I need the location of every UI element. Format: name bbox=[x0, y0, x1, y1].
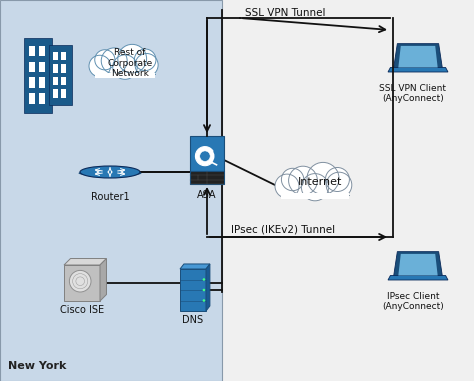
Bar bbox=[190, 171, 224, 184]
Bar bbox=[28, 46, 35, 56]
Circle shape bbox=[200, 151, 210, 162]
Bar bbox=[39, 61, 45, 72]
Polygon shape bbox=[180, 264, 210, 269]
Text: DNS: DNS bbox=[182, 315, 203, 325]
Text: SSL VPN Client
(AnyConnect): SSL VPN Client (AnyConnect) bbox=[380, 84, 447, 103]
Circle shape bbox=[135, 53, 158, 77]
Bar bbox=[282, 193, 348, 199]
Circle shape bbox=[275, 174, 299, 198]
Polygon shape bbox=[388, 275, 448, 280]
Ellipse shape bbox=[80, 166, 140, 178]
Bar bbox=[62, 51, 66, 60]
Circle shape bbox=[307, 162, 339, 194]
Circle shape bbox=[325, 168, 349, 192]
Polygon shape bbox=[398, 46, 438, 67]
Text: Rest of
Corporate
Network: Rest of Corporate Network bbox=[108, 48, 153, 78]
Bar bbox=[53, 51, 58, 60]
Polygon shape bbox=[64, 259, 107, 265]
Ellipse shape bbox=[79, 170, 142, 176]
Polygon shape bbox=[100, 259, 107, 301]
Circle shape bbox=[282, 168, 304, 191]
Bar bbox=[28, 61, 35, 72]
Text: Router1: Router1 bbox=[91, 192, 129, 202]
Circle shape bbox=[89, 55, 110, 77]
Polygon shape bbox=[393, 44, 443, 70]
Circle shape bbox=[195, 147, 214, 166]
Circle shape bbox=[301, 174, 328, 201]
Bar bbox=[53, 77, 58, 85]
Polygon shape bbox=[388, 67, 448, 72]
Circle shape bbox=[202, 299, 205, 302]
Circle shape bbox=[289, 166, 318, 195]
Circle shape bbox=[202, 289, 205, 291]
Bar bbox=[62, 77, 66, 85]
Polygon shape bbox=[398, 254, 438, 275]
Bar bbox=[62, 90, 66, 98]
Bar bbox=[53, 64, 58, 73]
Text: Internet: Internet bbox=[298, 177, 342, 187]
Circle shape bbox=[134, 49, 156, 70]
Circle shape bbox=[202, 278, 205, 281]
Bar bbox=[95, 73, 155, 78]
Circle shape bbox=[95, 50, 115, 70]
Circle shape bbox=[326, 172, 352, 198]
Text: IPsec Client
(AnyConnect): IPsec Client (AnyConnect) bbox=[382, 292, 444, 311]
Polygon shape bbox=[206, 264, 210, 311]
Bar bbox=[95, 62, 155, 78]
Bar bbox=[39, 93, 45, 104]
Bar bbox=[190, 136, 224, 171]
Circle shape bbox=[118, 44, 146, 73]
Bar bbox=[64, 265, 100, 301]
Text: New York: New York bbox=[8, 361, 66, 371]
Text: SSL VPN Tunnel: SSL VPN Tunnel bbox=[245, 8, 326, 18]
Bar bbox=[0, 0, 222, 381]
Bar bbox=[49, 45, 72, 105]
Text: ASA: ASA bbox=[197, 190, 217, 200]
Bar bbox=[39, 46, 45, 56]
Circle shape bbox=[69, 271, 91, 292]
Polygon shape bbox=[393, 251, 443, 278]
Circle shape bbox=[101, 48, 127, 74]
Bar bbox=[28, 77, 35, 88]
Bar bbox=[62, 64, 66, 73]
Circle shape bbox=[113, 55, 137, 79]
Bar bbox=[53, 90, 58, 98]
Bar bbox=[28, 93, 35, 104]
Bar bbox=[25, 37, 52, 112]
Text: Cisco ISE: Cisco ISE bbox=[60, 305, 104, 315]
Bar bbox=[282, 182, 348, 199]
Bar bbox=[180, 269, 206, 311]
Text: IPsec (IKEv2) Tunnel: IPsec (IKEv2) Tunnel bbox=[231, 225, 335, 235]
Bar bbox=[39, 77, 45, 88]
